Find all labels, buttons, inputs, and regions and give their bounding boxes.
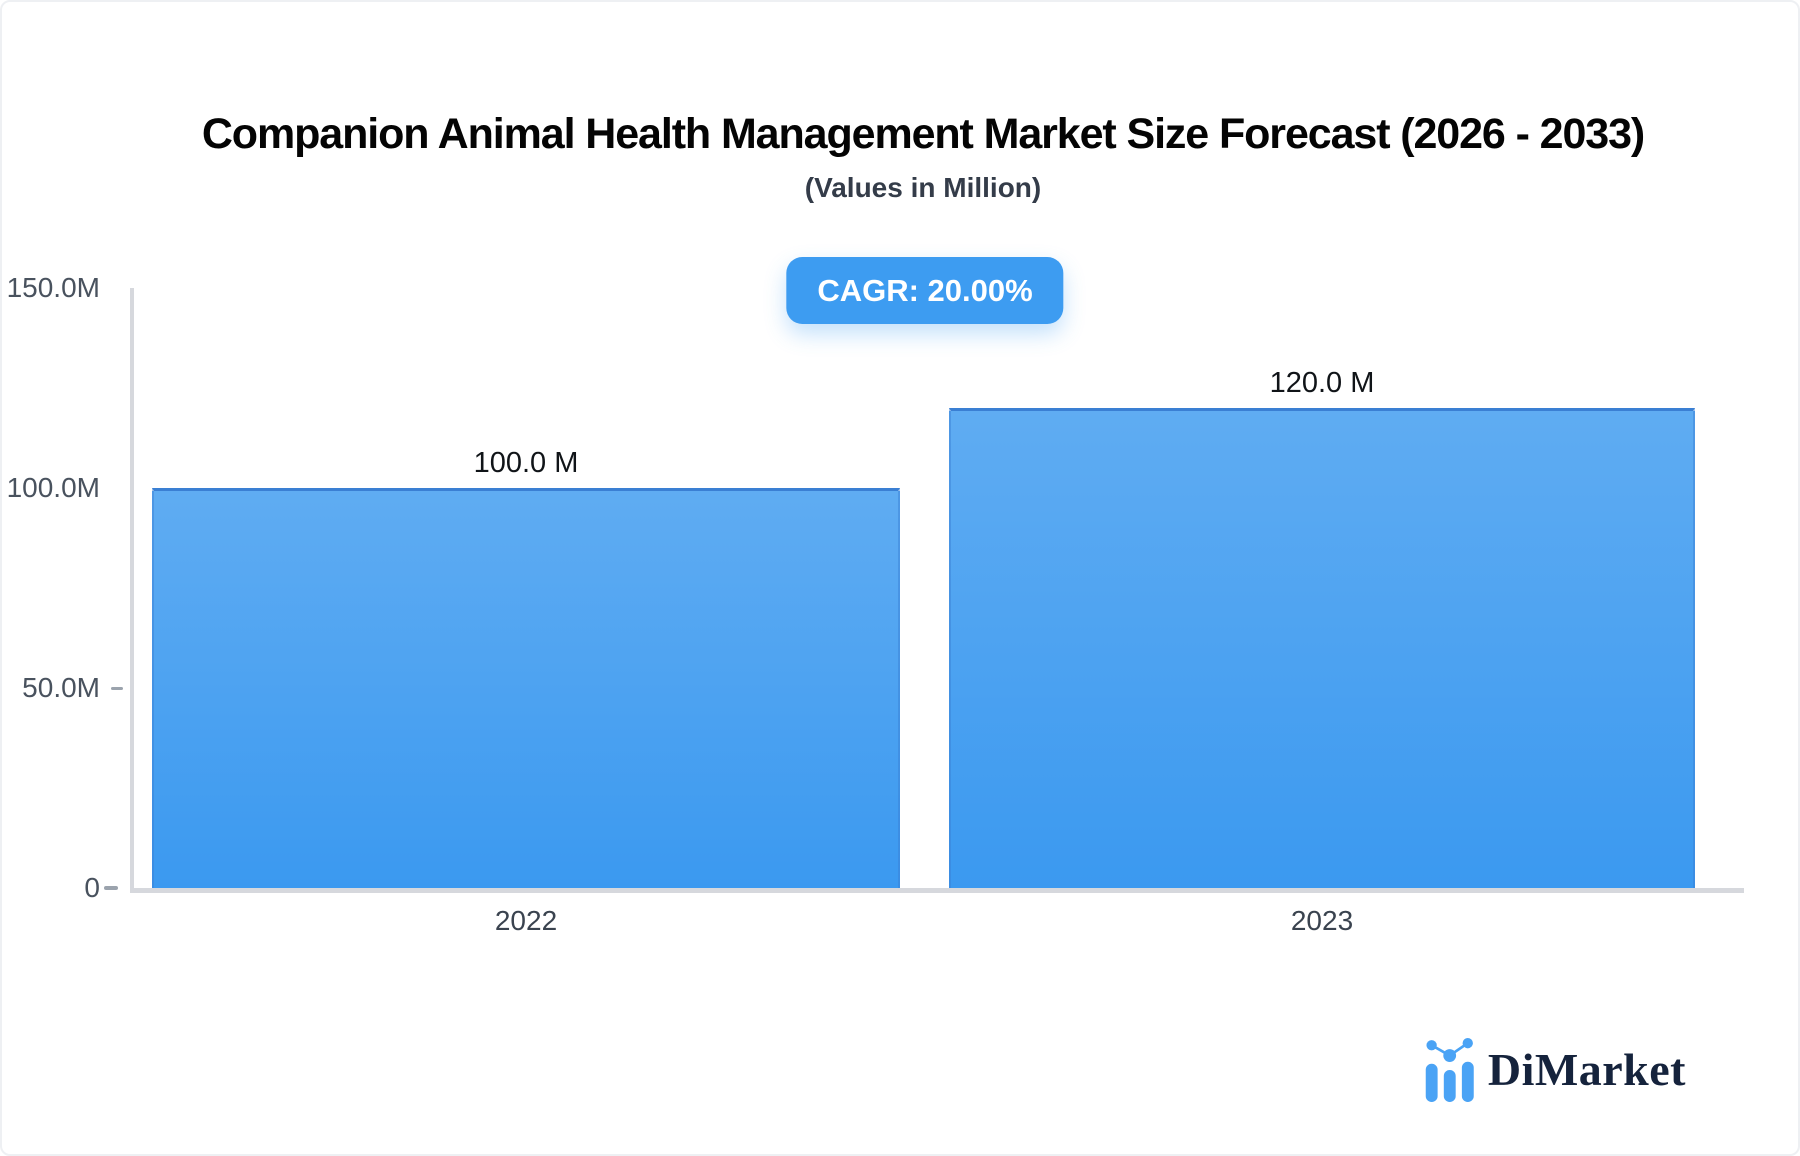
bar-value-label: 120.0 M — [1269, 367, 1375, 399]
bar-2022 — [152, 488, 900, 888]
bar-line-chart-logo-icon — [1425, 1038, 1474, 1102]
chart-subtitle: (Values in Million) — [804, 172, 1042, 203]
bar-2023 — [949, 408, 1695, 888]
y-axis-tick-mark — [111, 686, 123, 690]
y-axis-tick-label: 50.0M — [22, 672, 100, 703]
dimarket-logo-text: DiMarket — [1487, 1044, 1686, 1095]
y-axis-line — [130, 288, 134, 893]
bar-value-label: 100.0 M — [473, 447, 579, 479]
y-axis-tick-mark — [104, 886, 118, 890]
dimarket-logo: DiMarket — [1425, 1038, 1686, 1102]
x-axis-line — [130, 888, 1744, 893]
x-axis-category-label: 2023 — [1290, 905, 1354, 936]
x-axis-category-label: 2022 — [494, 905, 558, 936]
y-axis-tick-label: 100.0M — [6, 472, 100, 503]
chart-header: Companion Animal Health Management Marke… — [48, 2, 1798, 204]
y-axis-tick-label: 150.0M — [6, 272, 100, 303]
cagr-badge: CAGR: 20.00% — [786, 257, 1064, 324]
y-axis-tick-label: 0 — [84, 872, 100, 903]
page-title: Companion Animal Health Management Marke… — [201, 110, 1645, 158]
